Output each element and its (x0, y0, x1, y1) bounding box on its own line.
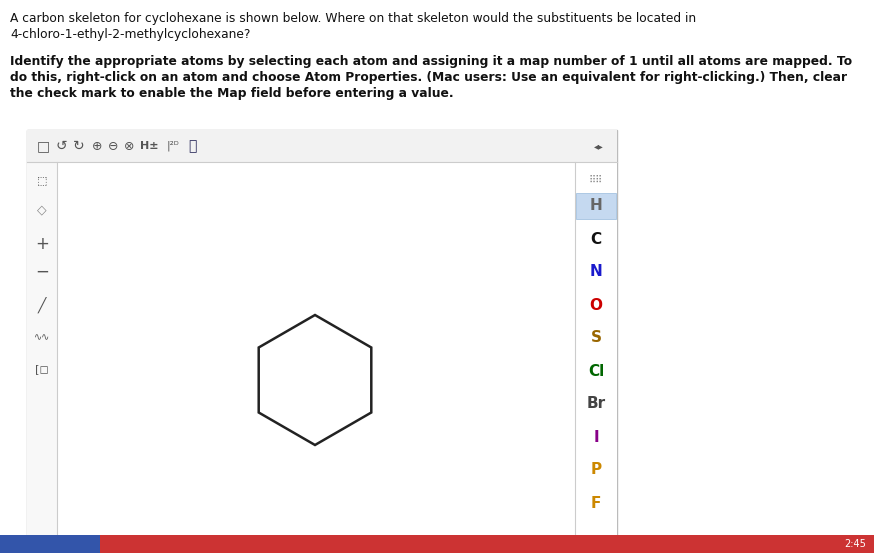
Bar (575, 162, 617, 548)
Text: C: C (591, 232, 601, 247)
Text: 4-chloro-1-ethyl-2-methylcyclohexane?: 4-chloro-1-ethyl-2-methylcyclohexane? (10, 28, 250, 41)
Text: −: − (35, 263, 49, 281)
Bar (0, 535, 100, 553)
Text: Br: Br (586, 397, 606, 411)
Text: A carbon skeleton for cyclohexane is shown below. Where on that skeleton would t: A carbon skeleton for cyclohexane is sho… (10, 12, 696, 25)
Text: ⠿⠿: ⠿⠿ (589, 175, 603, 185)
Text: ╱: ╱ (38, 297, 46, 313)
Text: ◂▸: ◂▸ (594, 141, 604, 151)
Text: ⊖: ⊖ (108, 139, 118, 153)
Text: H±: H± (140, 141, 158, 151)
Text: 2:45: 2:45 (844, 539, 866, 549)
Text: +: + (35, 235, 49, 253)
Text: ⊕: ⊕ (92, 139, 102, 153)
Bar (0, 535, 874, 553)
Bar (27, 162, 57, 548)
Text: N: N (590, 264, 602, 279)
Text: S: S (591, 331, 601, 346)
Bar (27, 130, 617, 548)
Text: Identify the appropriate atoms by selecting each atom and assigning it a map num: Identify the appropriate atoms by select… (10, 55, 852, 68)
Text: the check mark to enable the Map field before entering a value.: the check mark to enable the Map field b… (10, 87, 454, 100)
Text: ⊗: ⊗ (124, 139, 135, 153)
Text: F: F (591, 495, 601, 510)
Text: I: I (593, 430, 599, 445)
Text: |²ᴰ: |²ᴰ (167, 141, 179, 152)
Text: O: O (589, 298, 602, 312)
Text: do this, right-click on an atom and choose Atom Properties. (Mac users: Use an e: do this, right-click on an atom and choo… (10, 71, 847, 84)
Text: ◇: ◇ (38, 204, 47, 217)
Text: P: P (591, 462, 601, 477)
Text: ↻: ↻ (73, 139, 85, 153)
Text: ∿∿: ∿∿ (34, 332, 50, 342)
Text: ⓘ: ⓘ (188, 139, 196, 153)
Text: ↺: ↺ (55, 139, 66, 153)
Text: H: H (590, 199, 602, 213)
Text: □: □ (37, 139, 50, 153)
Bar (27, 130, 617, 162)
Text: Cl: Cl (588, 363, 604, 378)
Text: ⬚: ⬚ (37, 175, 47, 185)
Text: [◻: [◻ (35, 364, 49, 374)
Bar (576, 193, 616, 219)
